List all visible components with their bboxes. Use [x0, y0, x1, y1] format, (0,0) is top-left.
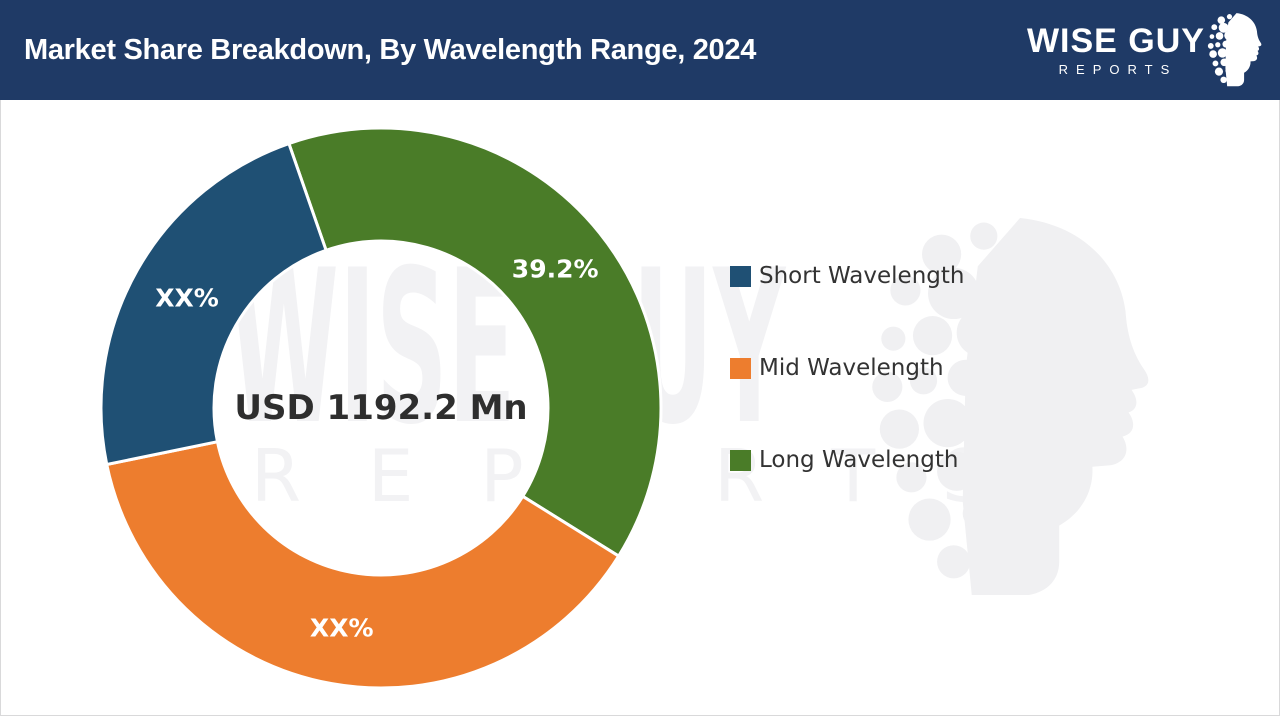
legend-item-mid-wavelength: Mid Wavelength — [730, 355, 964, 381]
legend-label-long-wavelength: Long Wavelength — [759, 447, 959, 473]
slice-long-wavelength — [287, 126, 663, 559]
legend-item-long-wavelength: Long Wavelength — [730, 447, 964, 473]
legend-item-short-wavelength: Short Wavelength — [730, 263, 964, 289]
wiseguy-face-icon — [1207, 12, 1266, 88]
legend-swatch-short-wavelength — [730, 265, 751, 287]
wiseguy-logo: WISE GUY REPORTS — [1027, 12, 1266, 88]
legend-label-mid-wavelength: Mid Wavelength — [759, 355, 944, 381]
slice-label-mid-wavelength: XX% — [309, 613, 374, 643]
logo-reports-label: REPORTS — [1058, 62, 1178, 77]
slice-label-short-wavelength: XX% — [155, 283, 219, 313]
donut-chart — [99, 126, 663, 690]
legend-swatch-mid-wavelength — [730, 357, 751, 379]
slice-label-long-wavelength: 39.2% — [511, 254, 599, 284]
header-bar: Market Share Breakdown, By Wavelength Ra… — [0, 0, 1280, 100]
chart-area: WISE GUY R E P O R T S USD 1192.2 Mn Sho… — [0, 100, 1280, 716]
legend-swatch-long-wavelength — [730, 449, 751, 471]
chart-legend: Short Wavelength Mid Wavelength Long Wav… — [730, 263, 964, 473]
logo-wiseguy-label: WISE GUY — [1026, 22, 1205, 60]
wiseguy-logo-text: WISE GUY REPORTS — [1027, 24, 1205, 76]
legend-label-short-wavelength: Short Wavelength — [759, 263, 965, 289]
slice-short-wavelength — [99, 141, 328, 467]
slice-mid-wavelength — [104, 439, 621, 690]
page-title: Market Share Breakdown, By Wavelength Ra… — [24, 33, 757, 66]
chart-center-value: USD 1192.2 Mn — [234, 388, 528, 428]
